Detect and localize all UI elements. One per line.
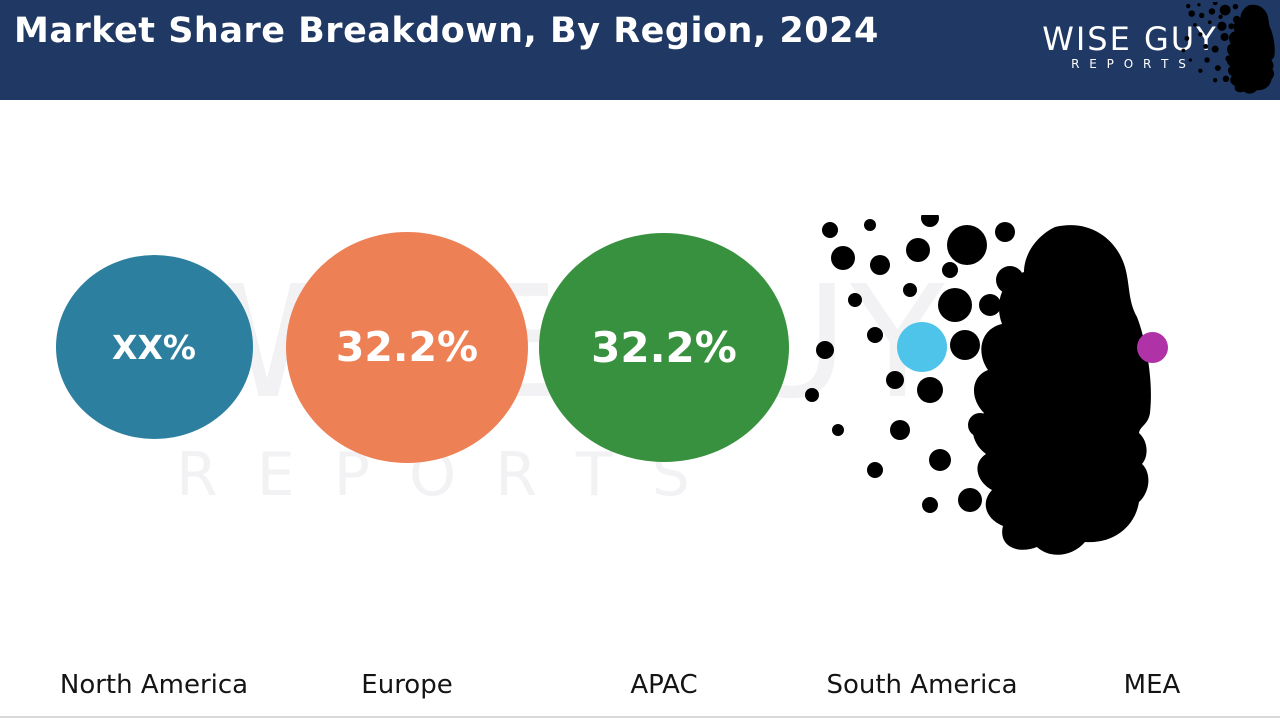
- bubble-south-america: [897, 322, 947, 372]
- region-label-mea: MEA: [1123, 670, 1181, 700]
- bubble-mea: [1136, 331, 1168, 363]
- bubble-europe: 32.2%: [286, 231, 528, 463]
- region-label-apac: APAC: [630, 670, 698, 700]
- logo-tagline-text: R E P O R T S: [1071, 57, 1189, 71]
- bubble-value-label: 32.2%: [335, 323, 479, 371]
- header-bar: Market Share Breakdown, By Region, 2024 …: [0, 0, 1280, 100]
- region-label-europe: Europe: [361, 670, 453, 700]
- bubble-value-label: 32.2%: [591, 322, 737, 372]
- region-label-north-america: North America: [59, 670, 249, 700]
- bubble-apac: 32.2%: [539, 232, 789, 462]
- bubble-north-america: XX%: [55, 255, 253, 439]
- wiseguy-head-logo-icon: [1181, 2, 1275, 94]
- chart-title: Market Share Breakdown, By Region, 2024: [14, 11, 879, 51]
- region-label-south-america: South America: [826, 670, 1018, 700]
- bubble-value-label: XX%: [112, 327, 196, 367]
- bottom-divider: [0, 716, 1280, 718]
